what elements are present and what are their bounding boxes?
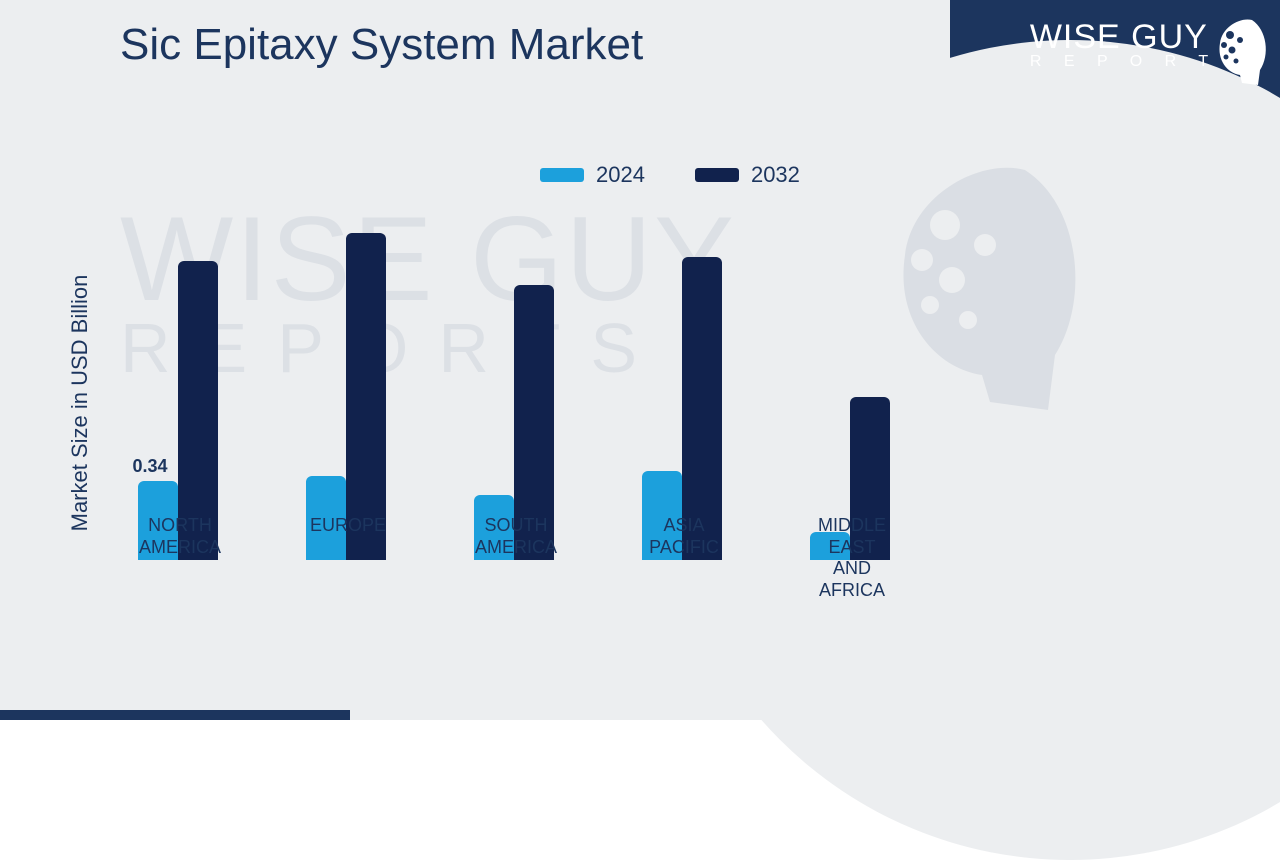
x-axis-label: MIDDLEEASTANDAFRICA (782, 515, 922, 601)
bottom-accent-bar (0, 710, 350, 720)
x-axis-label: NORTHAMERICA (110, 515, 250, 558)
bar-value-label: 0.34 (120, 456, 180, 477)
x-axis-label: EUROPE (278, 515, 418, 537)
page-title: Sic Epitaxy System Market (120, 20, 643, 70)
chart-plot: 0.34 (120, 210, 950, 560)
y-axis-label: Market Size in USD Billion (67, 253, 93, 553)
x-axis-label: ASIAPACIFIC (614, 515, 754, 558)
x-axis-label: SOUTHAMERICA (446, 515, 586, 558)
bar-series-b (346, 233, 386, 560)
chart-area: Market Size in USD Billion 0.34 NORTHAME… (50, 160, 960, 680)
logo-head-icon (1202, 15, 1272, 95)
